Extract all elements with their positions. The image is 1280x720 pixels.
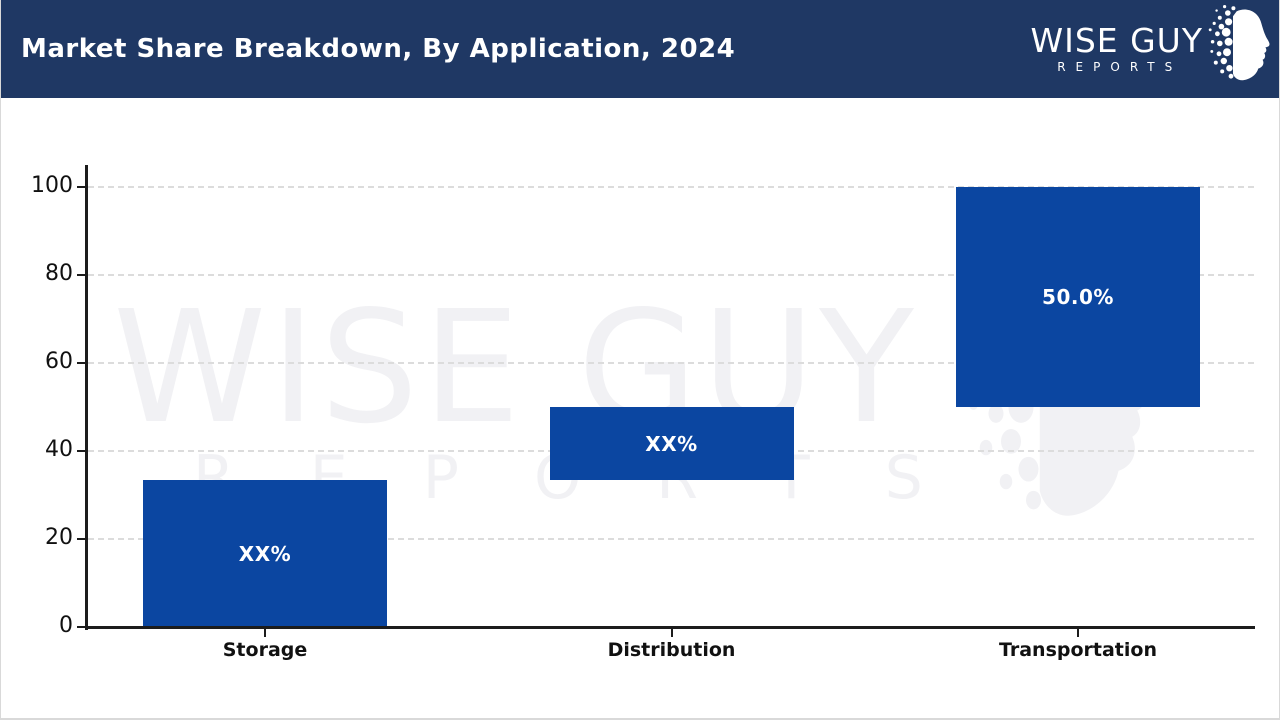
category-label-distribution: Distribution [607,639,736,661]
y-tick-100 [77,186,85,188]
y-tick-label: 0 [59,613,73,638]
gridline-y-20 [88,538,1254,540]
y-tick-label: 40 [45,437,73,462]
x-axis-line [85,626,1255,629]
category-label-transportation: Transportation [998,639,1157,661]
x-tick-storage [264,629,266,637]
y-tick-label: 20 [45,525,73,550]
y-tick-40 [77,450,85,452]
y-tick-0 [77,626,85,628]
gridline-y-60 [88,362,1254,364]
y-tick-label: 60 [45,349,73,374]
category-label-storage: Storage [222,639,308,661]
wise-guy-reports-logo: WISE GUY REPORTS [1030,4,1277,94]
header-bar: Market Share Breakdown, By Application, … [1,0,1279,98]
bar-transportation: 50.0% [956,187,1200,407]
bar-value-label: XX% [645,431,698,456]
logo-face-icon [1208,5,1270,81]
y-tick-80 [77,274,85,276]
gridline-y-100 [88,186,1254,188]
bar-value-label: 50.0% [1042,285,1114,309]
logo-wordmark: WISE GUY [1030,21,1203,61]
gridline-y-80 [88,274,1254,276]
logo-subtitle: REPORTS [1057,59,1183,74]
x-tick-distribution [670,629,673,637]
logo-text: WISE GUY REPORTS [1030,24,1203,74]
y-tick-label: 80 [45,261,73,286]
x-tick-transportation [1077,629,1079,637]
watermark-text-line1: WISE GUY [113,277,918,458]
chart-title: Market Share Breakdown, By Application, … [21,34,736,64]
y-tick-label: 100 [31,173,73,198]
bar-value-label: XX% [238,541,292,566]
y-axis-line [85,165,88,630]
y-tick-60 [77,362,85,364]
bar-distribution: XX% [549,407,794,481]
bar-storage: XX% [143,480,387,627]
y-tick-20 [77,538,85,540]
